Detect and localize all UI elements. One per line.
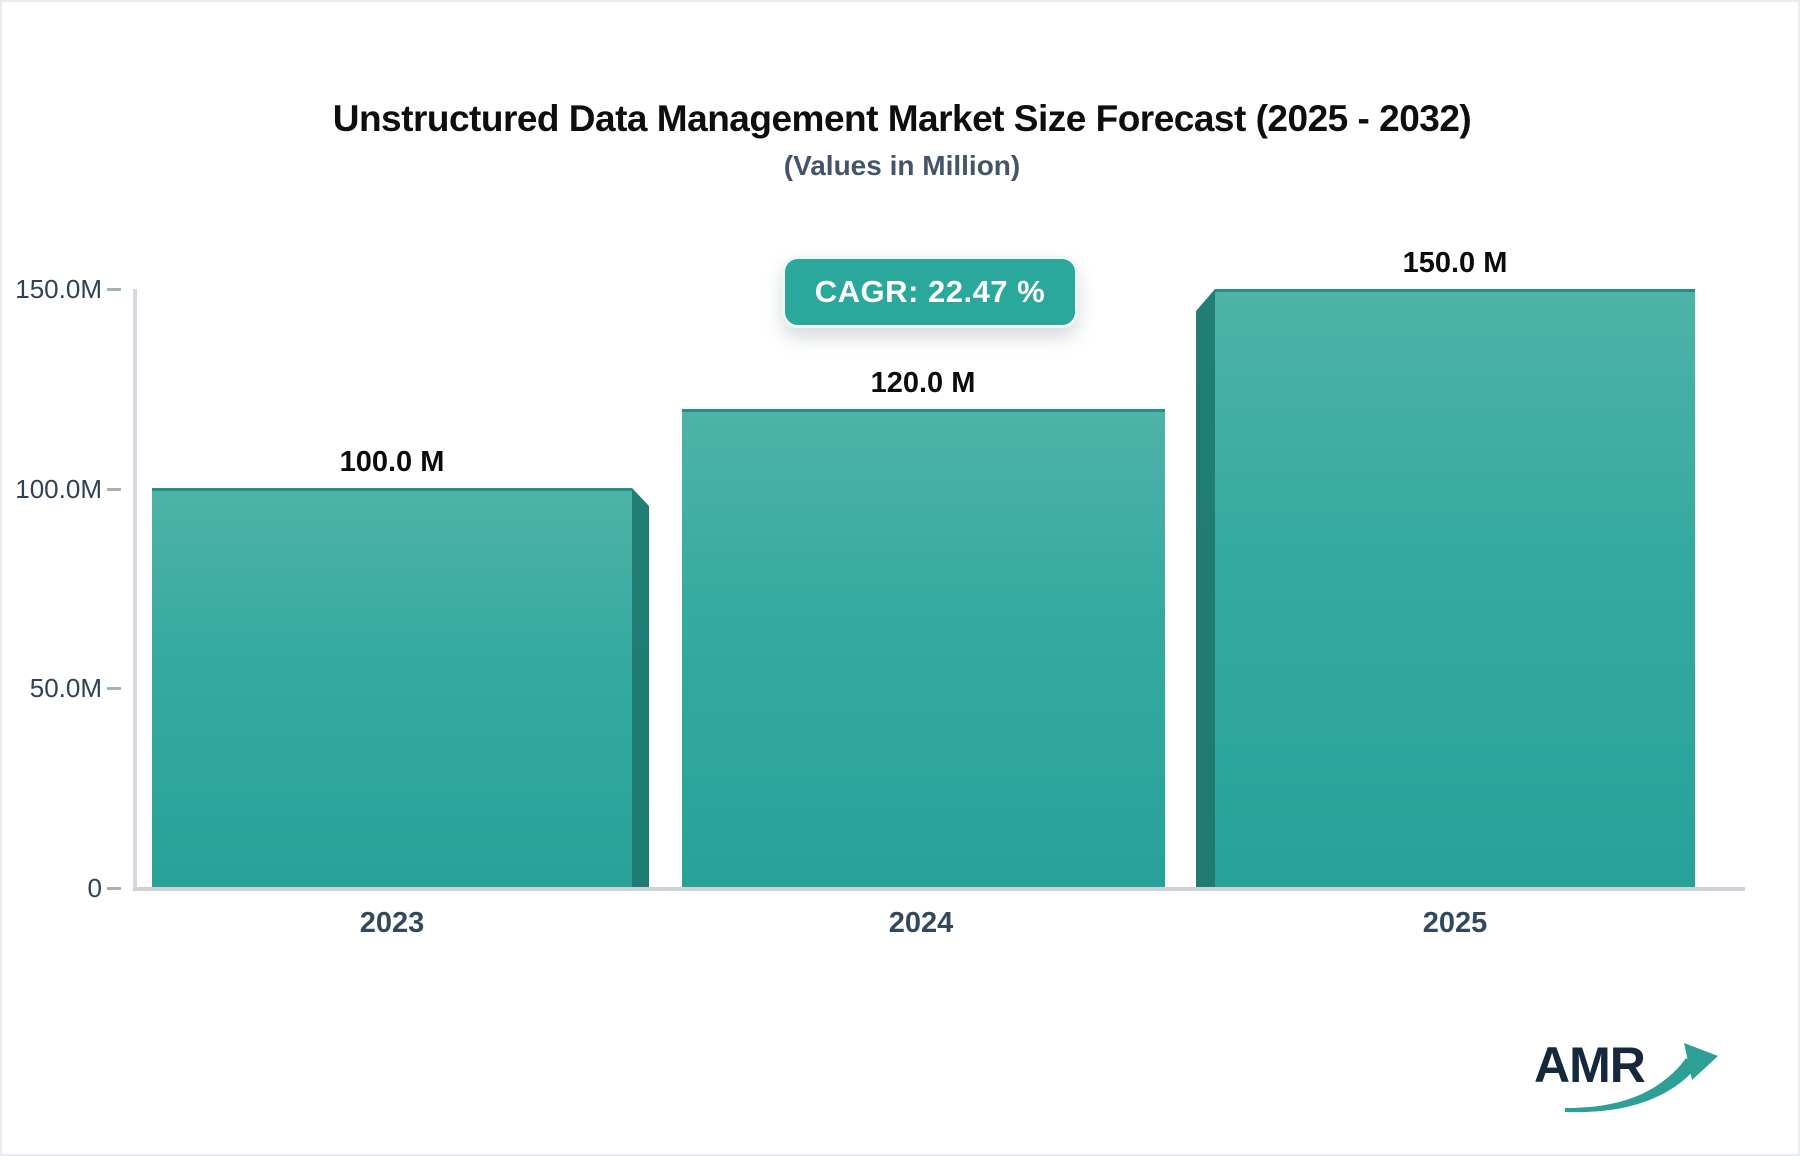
x-axis-label-2024: 2024 (888, 907, 954, 939)
y-axis-label: 0 (87, 873, 102, 903)
bar-3d-side-face (632, 488, 649, 887)
y-axis-tick (107, 887, 121, 890)
bar-value-label: 150.0 M (1402, 247, 1508, 279)
bar-value-label: 100.0 M (339, 446, 445, 478)
y-axis-label: 50.0M (29, 673, 102, 703)
x-axis-label-2023: 2023 (359, 907, 425, 939)
chart-title: Unstructured Data Management Market Size… (332, 98, 1472, 139)
x-axis-label-2025: 2025 (1422, 907, 1488, 939)
bar-front-face (152, 488, 632, 887)
y-axis-label: 100.0M (15, 474, 102, 504)
growth-arrow-icon (1565, 1043, 1718, 1113)
chart-subtitle: (Values in Million) (783, 150, 1021, 181)
y-axis-tick (107, 288, 121, 291)
cagr-badge-label: CAGR: 22.47 % (814, 274, 1046, 309)
amr-logo-text: AMR (1534, 1037, 1646, 1093)
bar-front-face (682, 409, 1165, 887)
y-axis-label: 150.0M (15, 274, 102, 304)
y-axis-line (133, 289, 137, 889)
bar-front-face (1215, 289, 1695, 887)
bar-3d-side-face (1196, 289, 1215, 887)
y-axis-tick (107, 687, 121, 690)
cagr-badge: CAGR: 22.47 % (782, 256, 1078, 328)
x-axis-line (133, 887, 1745, 891)
amr-logo: AMR (1530, 1032, 1720, 1122)
y-axis-tick (107, 488, 121, 491)
bar-value-label: 120.0 M (870, 367, 976, 399)
